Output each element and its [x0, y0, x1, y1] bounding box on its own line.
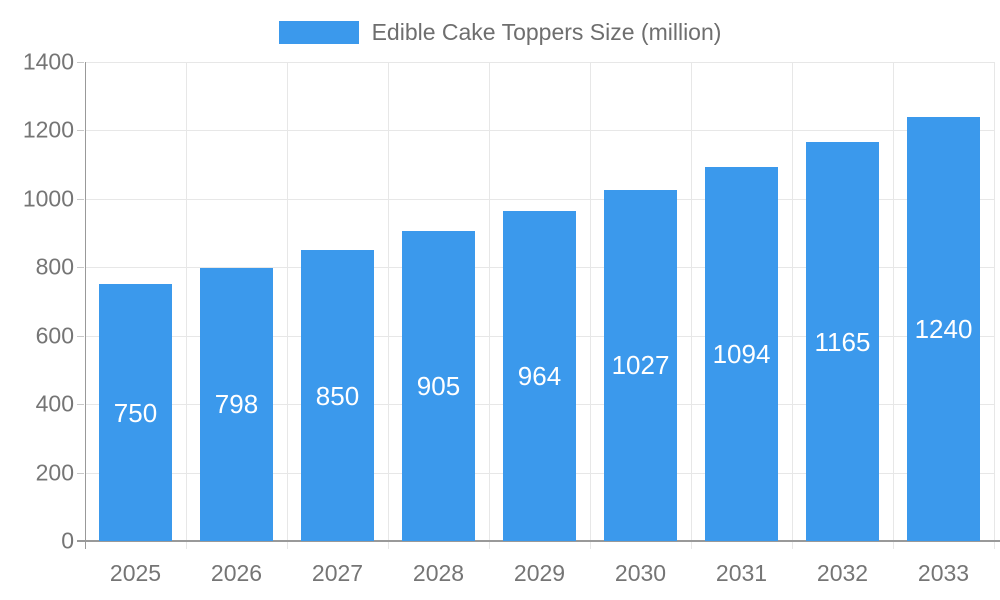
bar[interactable]: 1165 [806, 142, 879, 541]
x-axis-line [77, 540, 1000, 542]
gridline-vertical [590, 62, 591, 549]
bar[interactable]: 750 [99, 284, 172, 541]
x-tick-label: 2028 [412, 560, 465, 586]
y-tick-label: 800 [35, 253, 74, 280]
gridline-vertical [893, 62, 894, 549]
bar[interactable]: 964 [503, 211, 576, 541]
y-tick-label: 400 [35, 390, 74, 417]
y-axis-tick [77, 472, 84, 474]
gridline-horizontal [85, 62, 994, 63]
legend-swatch [278, 20, 359, 44]
gridline-vertical [287, 62, 288, 549]
y-tick-label: 1400 [22, 48, 74, 75]
gridline-vertical [489, 62, 490, 549]
y-axis-tick [77, 130, 84, 132]
gridline-vertical [691, 62, 692, 549]
y-tick-label: 200 [35, 459, 74, 486]
x-tick-label: 2027 [311, 560, 364, 586]
bar-value-label: 1165 [814, 326, 871, 357]
gridline-vertical [186, 62, 187, 549]
y-axis-line [85, 62, 86, 549]
bar[interactable]: 905 [402, 231, 475, 541]
gridline-horizontal [85, 198, 994, 200]
y-axis-tick [77, 62, 84, 63]
x-tick-label: 2030 [614, 560, 667, 586]
y-tick-label: 0 [61, 527, 74, 554]
plot-area: 0 200 400 600 800 1000 1200 1400 750 2025 798 2026 8… [23, 50, 1000, 586]
bar-value-label: 798 [214, 389, 259, 420]
bar[interactable]: 850 [301, 250, 374, 541]
x-tick-label: 2032 [816, 560, 869, 586]
chart-legend[interactable]: Edible Cake Toppers Size (million) [0, 18, 1000, 46]
bar-value-label: 1094 [712, 338, 771, 369]
y-tick-label: 1000 [22, 185, 74, 212]
gridline-vertical [388, 62, 389, 549]
bar-value-label: 1027 [611, 350, 670, 381]
y-tick-label: 1200 [22, 116, 74, 143]
y-axis-tick [77, 267, 84, 269]
bar-value-label: 905 [416, 371, 461, 402]
y-axis-tick [77, 404, 84, 406]
bar[interactable]: 1094 [705, 166, 778, 541]
gridline-vertical [994, 62, 995, 549]
bar[interactable]: 1240 [907, 116, 980, 541]
x-tick-label: 2031 [715, 560, 768, 586]
bar-value-label: 750 [113, 397, 158, 428]
gridline-horizontal [85, 130, 994, 132]
x-tick-label: 2033 [917, 560, 970, 586]
x-tick-label: 2026 [210, 560, 263, 586]
bar[interactable]: 798 [200, 267, 273, 541]
y-tick-label: 600 [35, 322, 74, 349]
x-tick-label: 2029 [513, 560, 566, 586]
bar-value-label: 850 [315, 380, 360, 411]
gridline-vertical [792, 62, 793, 549]
bar-value-label: 1240 [914, 313, 973, 344]
y-axis-tick [77, 198, 84, 200]
bar[interactable]: 1027 [604, 189, 677, 541]
y-axis-tick [77, 335, 84, 337]
legend-label: Edible Cake Toppers Size (million) [371, 19, 722, 45]
bar-value-label: 964 [517, 361, 562, 392]
x-tick-label: 2025 [109, 560, 162, 586]
